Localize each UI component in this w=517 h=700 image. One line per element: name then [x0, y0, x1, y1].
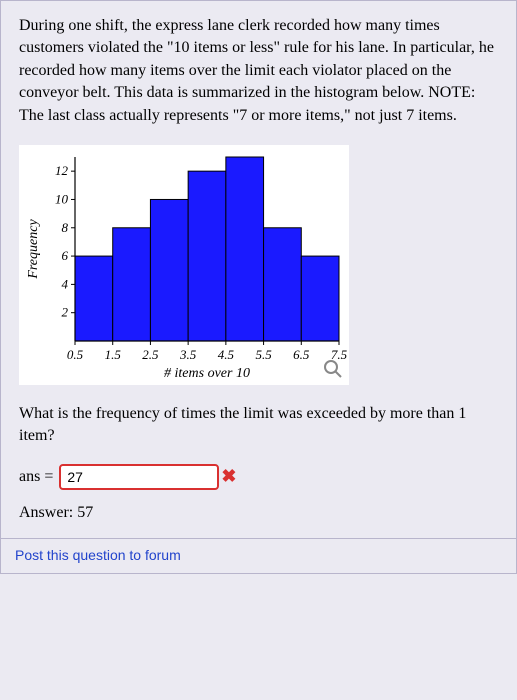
svg-text:5.5: 5.5 [255, 347, 272, 362]
svg-text:1.5: 1.5 [105, 347, 122, 362]
svg-text:3.5: 3.5 [179, 347, 197, 362]
svg-text:10: 10 [55, 191, 69, 206]
question-container: During one shift, the express lane clerk… [0, 0, 517, 574]
correct-value: 57 [77, 504, 93, 521]
correct-answer: Answer: 57 [19, 504, 498, 522]
question-area: During one shift, the express lane clerk… [1, 1, 516, 538]
svg-text:2.5: 2.5 [142, 347, 159, 362]
svg-text:8: 8 [62, 220, 69, 235]
histogram-chart: 246810120.51.52.53.54.55.56.57.5# items … [19, 145, 349, 385]
problem-text: During one shift, the express lane clerk… [19, 15, 498, 127]
svg-text:6.5: 6.5 [293, 347, 310, 362]
answer-prefix: ans = [19, 468, 53, 486]
wrong-icon: ✖ [221, 466, 236, 487]
svg-text:0.5: 0.5 [67, 347, 84, 362]
svg-text:4.5: 4.5 [218, 347, 235, 362]
answer-input[interactable] [59, 464, 219, 490]
svg-text:12: 12 [55, 163, 69, 178]
svg-text:Frequency: Frequency [26, 219, 41, 280]
svg-text:# items over 10: # items over 10 [164, 366, 250, 381]
forum-bar: Post this question to forum [1, 538, 516, 573]
histogram-svg: 246810120.51.52.53.54.55.56.57.5# items … [19, 145, 349, 385]
forum-link[interactable]: Post this question to forum [15, 547, 181, 563]
answer-row: ans = ✖ [19, 464, 498, 490]
magnify-icon[interactable] [323, 359, 343, 379]
question-text: What is the frequency of times the limit… [19, 403, 498, 448]
correct-label: Answer: [19, 504, 77, 521]
svg-text:2: 2 [62, 305, 69, 320]
svg-text:6: 6 [62, 248, 69, 263]
svg-text:4: 4 [62, 276, 69, 291]
